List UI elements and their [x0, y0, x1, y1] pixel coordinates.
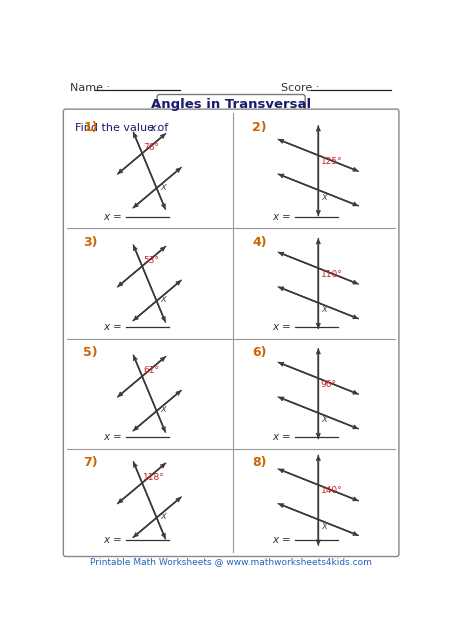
- Text: $x$: $x$: [160, 182, 168, 191]
- Text: $x$ =: $x$ =: [103, 535, 122, 545]
- Text: $x$: $x$: [160, 511, 168, 521]
- Text: 2): 2): [253, 121, 267, 134]
- Text: $x$ =: $x$ =: [103, 432, 122, 442]
- Text: 7): 7): [83, 456, 98, 469]
- Text: $x$ =: $x$ =: [272, 212, 291, 222]
- Text: 96°: 96°: [321, 380, 336, 388]
- Text: 4): 4): [253, 236, 267, 249]
- Text: 5): 5): [83, 346, 98, 359]
- Text: 61°: 61°: [143, 366, 159, 375]
- Text: $x$: $x$: [321, 415, 329, 424]
- Text: 140°: 140°: [321, 486, 342, 495]
- Text: 76°: 76°: [143, 143, 159, 152]
- Text: $x$: $x$: [160, 404, 168, 415]
- Text: 125°: 125°: [321, 157, 342, 166]
- Text: $x$.: $x$.: [149, 123, 161, 133]
- Text: $x$ =: $x$ =: [272, 535, 291, 545]
- Text: 110°: 110°: [321, 269, 342, 278]
- Text: Printable Math Worksheets @ www.mathworksheets4kids.com: Printable Math Worksheets @ www.mathwork…: [90, 557, 372, 566]
- Text: $x$: $x$: [321, 191, 329, 202]
- Text: 53°: 53°: [143, 256, 159, 265]
- Text: $x$: $x$: [321, 521, 329, 531]
- Text: Find the value of: Find the value of: [75, 123, 172, 133]
- Text: 3): 3): [83, 236, 98, 249]
- Text: Name :: Name :: [70, 83, 110, 93]
- Text: $x$: $x$: [321, 305, 329, 314]
- Text: $x$ =: $x$ =: [103, 212, 122, 222]
- Text: 6): 6): [253, 346, 267, 359]
- Text: Angles in Transversal: Angles in Transversal: [151, 98, 311, 111]
- Text: $x$: $x$: [160, 294, 168, 305]
- Text: $x$ =: $x$ =: [103, 322, 122, 332]
- FancyBboxPatch shape: [63, 109, 399, 557]
- Text: $x$ =: $x$ =: [272, 432, 291, 442]
- Text: 1): 1): [83, 121, 98, 134]
- Text: Score :: Score :: [281, 83, 319, 93]
- Text: 8): 8): [253, 456, 267, 469]
- Text: 118°: 118°: [143, 473, 165, 482]
- Text: $x$ =: $x$ =: [272, 322, 291, 332]
- FancyBboxPatch shape: [157, 95, 305, 115]
